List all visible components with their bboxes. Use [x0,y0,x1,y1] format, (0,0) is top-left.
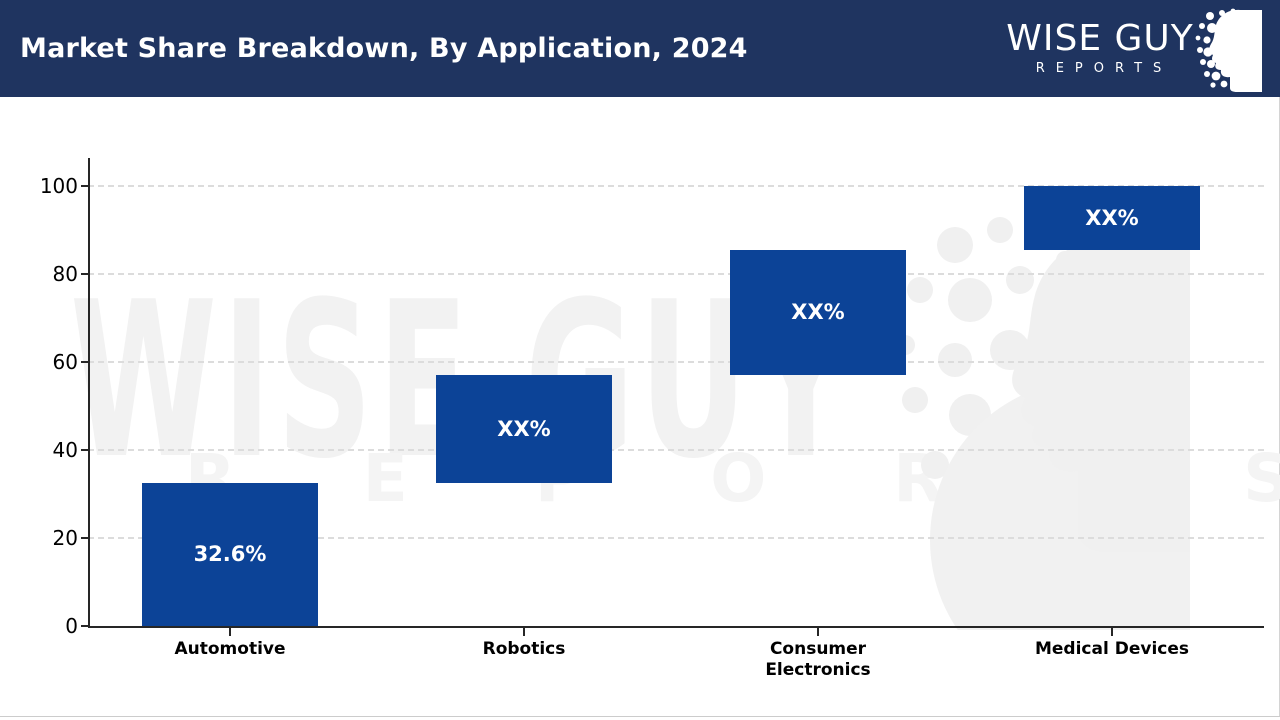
x-category-label: Robotics [482,639,566,659]
x-tick-mark [817,628,819,636]
y-tick-mark [81,625,88,627]
gridline-20 [88,537,1264,539]
watermark-subtitle: R E P O R T S [185,440,1280,517]
x-tick-mark [523,628,525,636]
bar-4: XX% [1024,186,1200,250]
page-title: Market Share Breakdown, By Application, … [20,33,748,64]
bar-1: 32.6% [142,482,318,626]
x-tick-mark [229,628,231,636]
header-bar: Market Share Breakdown, By Application, … [0,0,1280,97]
y-axis-line [88,158,90,628]
y-tick-label: 100 [39,174,78,198]
bar-value-label: 32.6% [193,542,267,567]
y-tick-mark [81,361,88,363]
bar-3: XX% [730,249,906,376]
x-category-label: Automotive [174,639,286,659]
y-tick-mark [81,273,88,275]
wise-guy-logo: WISE GUY REPORTS [1000,6,1262,92]
logo-face-icon [1195,8,1262,92]
x-tick-mark [1111,628,1113,636]
y-tick-mark [81,449,88,451]
gridline-80 [88,273,1264,275]
y-tick-mark [81,537,88,539]
y-tick-label: 0 [65,614,78,638]
y-tick-label: 40 [52,438,78,462]
x-category-label: Consumer Electronics [765,639,871,680]
y-tick-label: 60 [52,350,78,374]
gridline-100 [88,185,1264,187]
bar-value-label: XX% [791,300,845,325]
logo-wordmark: WISE GUY [1006,18,1194,59]
bottom-border-line [0,716,1280,717]
y-tick-mark [81,185,88,187]
bar-value-label: XX% [497,416,551,441]
x-category-label: Medical Devices [1034,639,1189,659]
logo-text: WISE GUY REPORTS [1000,18,1200,77]
gridline-40 [88,449,1264,451]
x-axis-line [88,626,1264,628]
y-tick-label: 20 [52,526,78,550]
bar-value-label: XX% [1085,205,1139,230]
bar-2: XX% [436,375,612,483]
logo-subtitle: REPORTS [1035,61,1173,76]
gridline-60 [88,361,1264,363]
watermark-face-icon [860,212,1190,630]
y-tick-label: 80 [52,262,78,286]
